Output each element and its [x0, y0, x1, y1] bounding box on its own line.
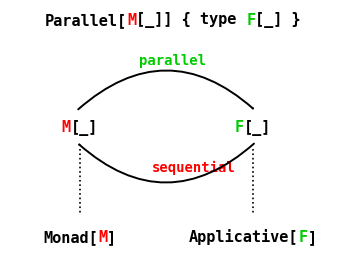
Text: ]: ]	[107, 229, 116, 244]
FancyArrowPatch shape	[78, 71, 253, 110]
Text: sequential: sequential	[152, 161, 236, 175]
Text: F: F	[298, 229, 308, 244]
Text: Parallel[: Parallel[	[45, 13, 127, 28]
Text: F: F	[234, 120, 243, 134]
Text: [_]: [_]	[71, 119, 98, 135]
Text: parallel: parallel	[139, 54, 207, 68]
Text: Monad[: Monad[	[43, 229, 98, 244]
Text: ]: ]	[308, 229, 317, 244]
Text: F: F	[246, 13, 255, 28]
Text: [_]] { type: [_]] { type	[136, 12, 246, 28]
Text: Applicative[: Applicative[	[189, 228, 298, 244]
Text: M: M	[98, 229, 107, 244]
FancyArrowPatch shape	[79, 144, 254, 183]
Text: [_] }: [_] }	[255, 12, 301, 28]
Text: [_]: [_]	[244, 119, 271, 135]
Text: M: M	[61, 120, 70, 134]
Text: M: M	[127, 13, 136, 28]
